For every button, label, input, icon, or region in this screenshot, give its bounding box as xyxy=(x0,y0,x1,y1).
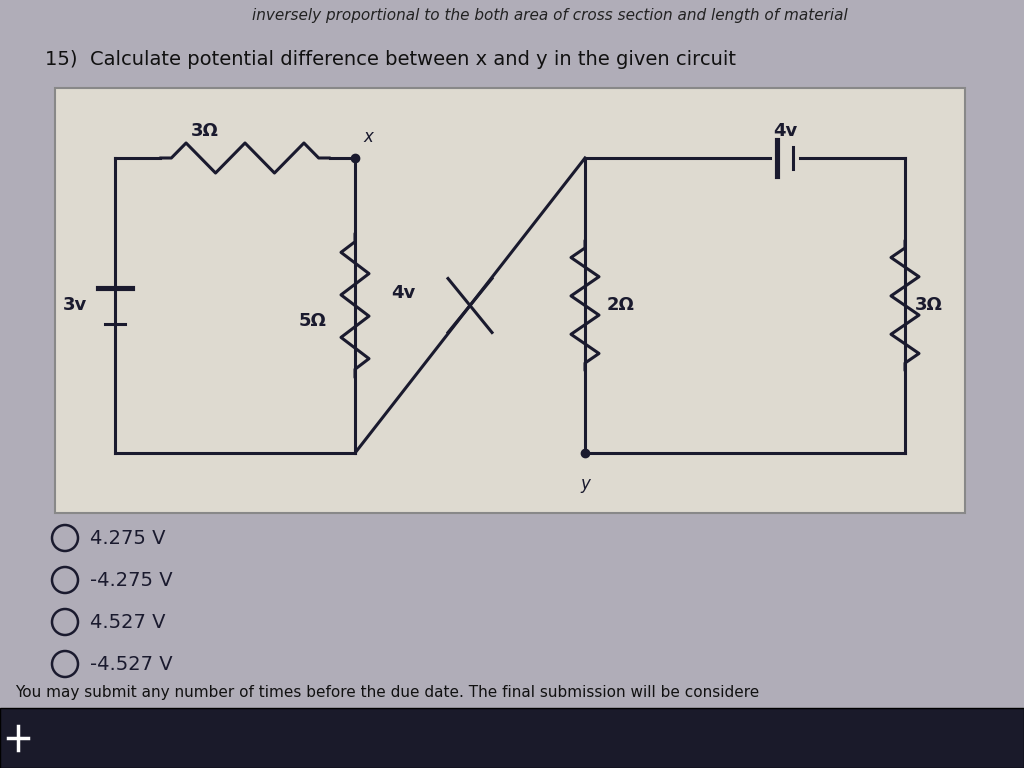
FancyBboxPatch shape xyxy=(55,88,965,513)
Text: 3v: 3v xyxy=(62,296,87,315)
FancyBboxPatch shape xyxy=(0,708,1024,768)
Text: x: x xyxy=(362,128,373,146)
Text: y: y xyxy=(580,475,590,493)
Text: You may submit any number of times before the due date. The final submission wil: You may submit any number of times befor… xyxy=(15,685,759,700)
Text: 3Ω: 3Ω xyxy=(191,122,219,140)
Text: 15)  Calculate potential difference between x and y in the given circuit: 15) Calculate potential difference betwe… xyxy=(45,50,736,69)
Text: 3Ω: 3Ω xyxy=(915,296,943,315)
Text: 4.275 V: 4.275 V xyxy=(90,528,166,548)
Text: 4.527 V: 4.527 V xyxy=(90,613,166,631)
Text: 5Ω: 5Ω xyxy=(299,312,327,329)
Text: -4.275 V: -4.275 V xyxy=(90,571,173,590)
Text: 2Ω: 2Ω xyxy=(607,296,635,315)
Text: inversely proportional to the both area of cross section and length of material: inversely proportional to the both area … xyxy=(252,8,848,23)
Text: -4.527 V: -4.527 V xyxy=(90,654,173,674)
Text: 4v: 4v xyxy=(391,284,415,303)
Text: 4v: 4v xyxy=(773,122,797,140)
